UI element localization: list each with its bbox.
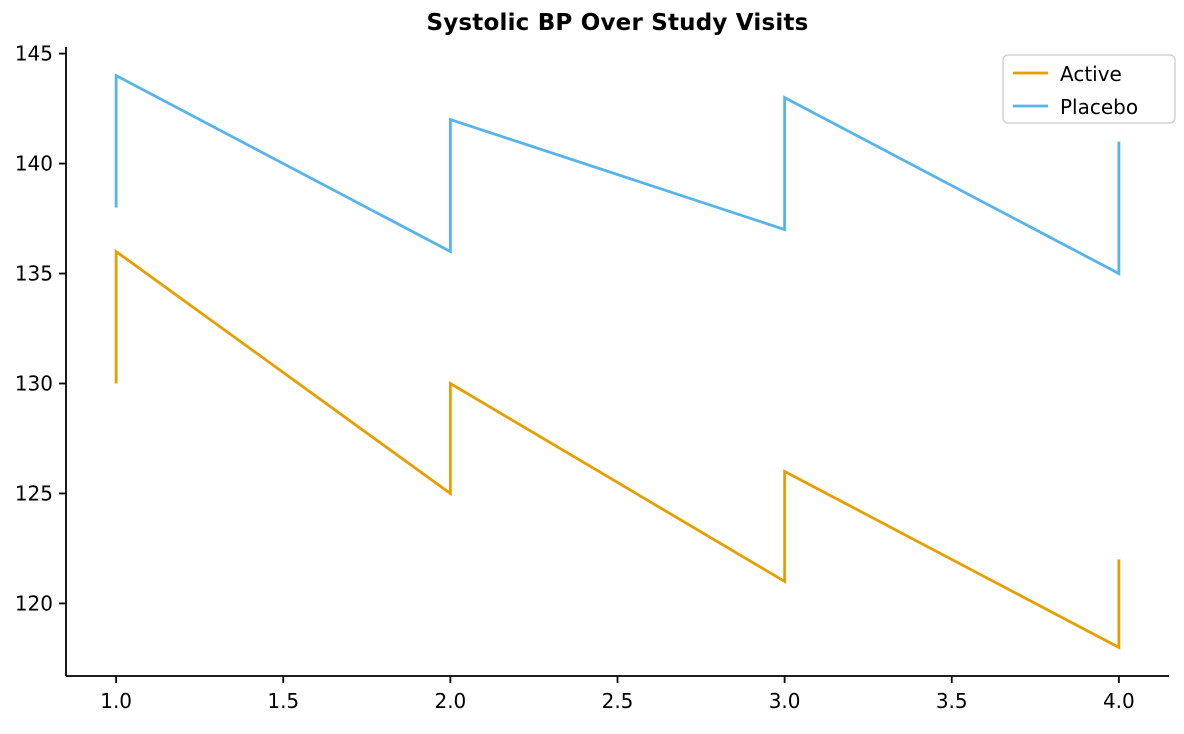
y-tick-label: 145 bbox=[15, 42, 53, 66]
x-tick-label: 2.0 bbox=[434, 689, 466, 713]
x-tick-label: 4.0 bbox=[1103, 689, 1135, 713]
y-tick-label: 140 bbox=[15, 152, 53, 176]
legend-label-placebo: Placebo bbox=[1060, 95, 1138, 119]
x-tick-label: 2.5 bbox=[602, 689, 634, 713]
x-tick-label: 3.0 bbox=[769, 689, 801, 713]
series-line-active bbox=[114, 248, 1121, 650]
x-tick-label: 1.5 bbox=[267, 689, 299, 713]
x-tick-label: 3.5 bbox=[936, 689, 968, 713]
y-tick-label: 125 bbox=[15, 481, 53, 505]
x-tick-label: 1.0 bbox=[100, 689, 132, 713]
legend-label-active: Active bbox=[1060, 62, 1122, 86]
y-tick-label: 135 bbox=[15, 262, 53, 286]
series-line-placebo bbox=[114, 73, 1121, 276]
y-tick-label: 130 bbox=[15, 371, 53, 395]
chart-title: Systolic BP Over Study Visits bbox=[426, 10, 809, 36]
y-tick-label: 120 bbox=[15, 591, 53, 615]
